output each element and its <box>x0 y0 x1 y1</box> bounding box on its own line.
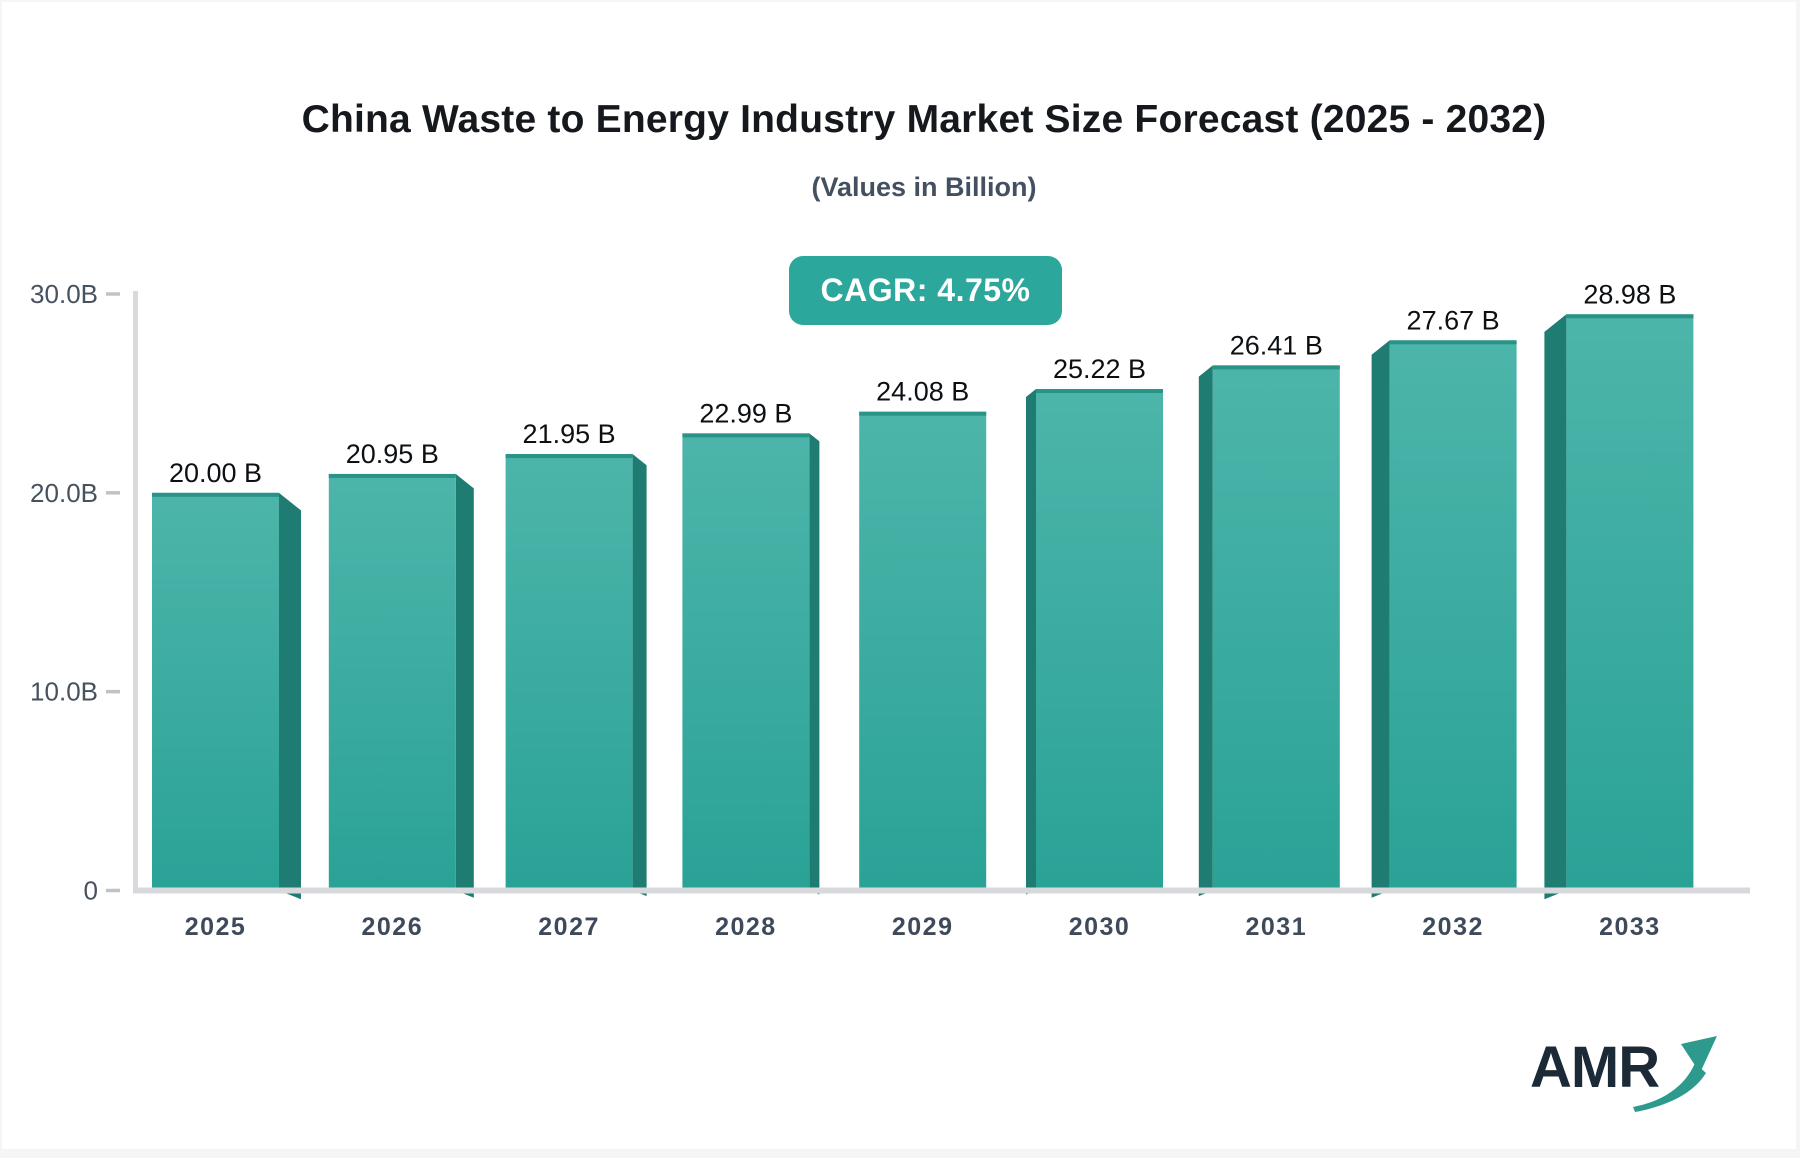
y-axis-tick <box>106 292 120 296</box>
bar-top-edge <box>859 411 987 416</box>
x-axis-line <box>133 887 1750 894</box>
bar-value-label: 25.22 B <box>1053 354 1146 384</box>
y-axis-line <box>133 291 138 893</box>
bar-group-2027[interactable]: 21.95 B <box>505 419 647 897</box>
x-axis-label: 2030 <box>1069 913 1131 941</box>
bar-value-label: 20.00 B <box>169 458 262 488</box>
y-axis-label: 0 <box>84 876 98 906</box>
bar-side-face <box>279 492 301 900</box>
bar-side-face <box>1371 340 1390 898</box>
bar-side-face <box>1544 314 1567 900</box>
cagr-badge: CAGR: 4.75% <box>789 256 1062 325</box>
bar-front-face <box>682 433 810 891</box>
bar-group-2030[interactable]: 25.22 B <box>1026 354 1163 895</box>
bar-group-2033[interactable]: 28.98 B <box>1544 279 1694 900</box>
bar-front-face <box>1389 340 1517 891</box>
bar-side-face <box>1026 389 1036 895</box>
bar-group-2031[interactable]: 26.41 B <box>1198 330 1340 897</box>
y-axis-label: 10.0B <box>30 677 98 707</box>
x-axis-label: 2027 <box>538 913 600 941</box>
x-axis-label: 2032 <box>1422 913 1484 941</box>
y-axis-label: 30.0B <box>30 279 98 309</box>
bar-value-label: 20.95 B <box>346 439 439 469</box>
bar-top-edge <box>505 454 633 459</box>
x-axis-label: 2031 <box>1245 913 1307 941</box>
bar-value-label: 21.95 B <box>523 419 616 449</box>
bar-top-edge <box>1566 314 1694 319</box>
bar-value-label: 24.08 B <box>876 377 969 407</box>
bar-value-label: 22.99 B <box>699 398 792 428</box>
bar-front-face <box>1212 365 1340 891</box>
bar-front-face <box>859 411 987 891</box>
y-axis-tick <box>106 888 120 893</box>
y-axis-label: 20.0B <box>30 478 98 508</box>
chart-title: China Waste to Energy Industry Market Si… <box>301 98 1547 141</box>
bar-side-face <box>455 473 474 898</box>
x-axis-label: 2028 <box>715 913 777 941</box>
bar-group-2026[interactable]: 20.95 B <box>328 439 474 898</box>
bar-side-face <box>809 433 820 895</box>
growth-arrow-icon <box>1633 1036 1717 1112</box>
bar-top-edge <box>328 473 456 478</box>
bar-side-face <box>632 454 647 897</box>
bar-group-2025[interactable]: 20.00 B <box>152 458 301 900</box>
bar-top-edge <box>1036 389 1163 394</box>
bar-front-face <box>1036 389 1163 891</box>
x-axis-label: 2025 <box>185 913 247 941</box>
bar-side-face <box>1198 365 1213 897</box>
amr-logo[interactable]: AMR <box>1530 1034 1730 1124</box>
bar-top-edge <box>682 433 810 438</box>
chart-subtitle: (Values in Billion) <box>811 172 1037 202</box>
bar-front-face <box>505 454 633 891</box>
x-axis-label: 2026 <box>361 913 423 941</box>
y-axis-tick <box>106 491 120 495</box>
bar-value-label: 28.98 B <box>1583 279 1676 309</box>
y-axis-tick <box>106 689 120 694</box>
bar-value-label: 27.67 B <box>1407 305 1500 335</box>
amr-logo-text: AMR <box>1530 1035 1660 1100</box>
bar-front-face <box>1566 314 1694 891</box>
bar-group-2032[interactable]: 27.67 B <box>1371 305 1517 898</box>
x-axis-label: 2029 <box>892 913 954 941</box>
bar-front-face <box>328 473 456 891</box>
bar-top-edge <box>152 492 279 497</box>
bar-top-edge <box>1212 365 1340 370</box>
bar-group-2028[interactable]: 22.99 B <box>682 398 820 895</box>
bar-top-edge <box>1389 340 1517 345</box>
x-axis-label: 2033 <box>1599 913 1661 941</box>
bar-group-2029[interactable]: 24.08 B <box>859 377 987 891</box>
bar-front-face <box>152 492 279 891</box>
bar-value-label: 26.41 B <box>1230 330 1323 360</box>
